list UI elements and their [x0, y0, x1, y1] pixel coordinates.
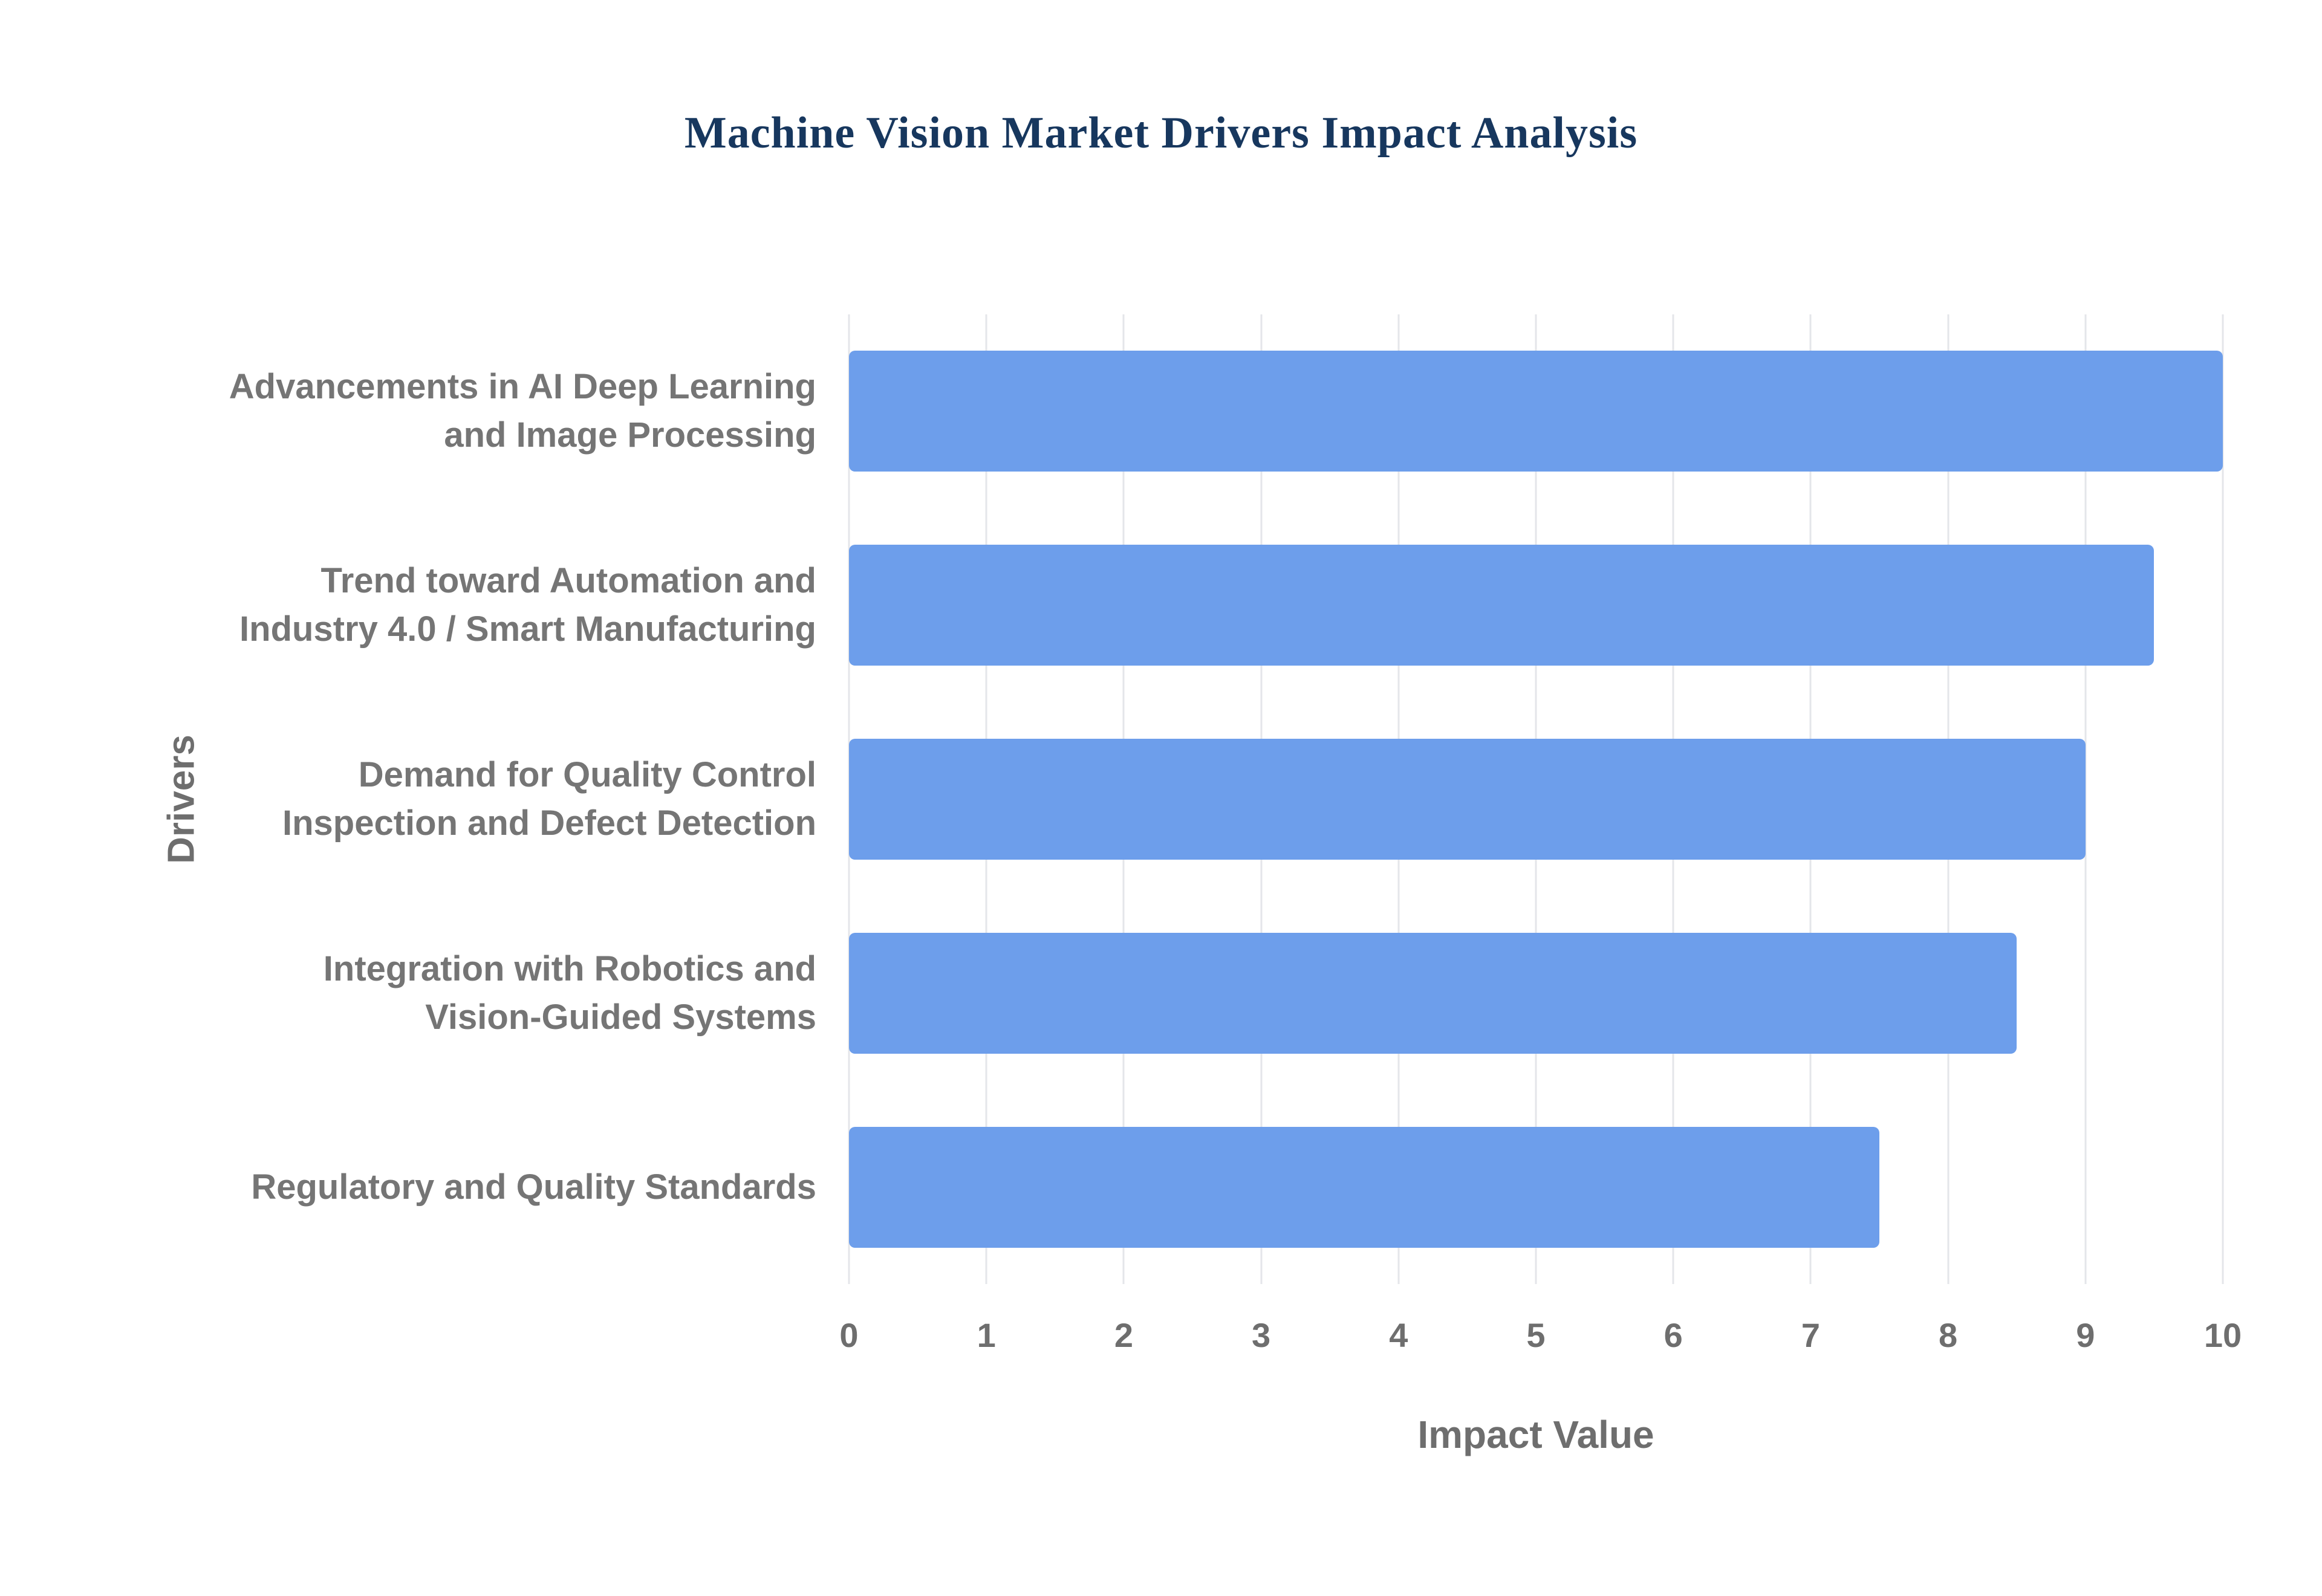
category-label: Demand for Quality Control Inspection an… — [282, 754, 816, 843]
x-tick-label: 6 — [1663, 1316, 1683, 1354]
bar — [849, 545, 2155, 666]
category-label: Trend toward Automation and Industry 4.0… — [239, 561, 816, 649]
x-tick-label: 9 — [2076, 1316, 2095, 1354]
x-tick-labels: 0 1 2 3 4 5 6 7 8 9 10 — [839, 1315, 2242, 1364]
gridline — [2222, 314, 2224, 1284]
x-tick-label: 0 — [839, 1316, 859, 1354]
bar — [849, 932, 2017, 1054]
x-tick-label: 7 — [1801, 1316, 1820, 1354]
category-labels: Advancements in AI Deep Learning and Ima… — [200, 314, 816, 1284]
x-tick-label: 3 — [1252, 1316, 1271, 1354]
gridline — [2084, 314, 2087, 1284]
bar — [849, 1126, 1879, 1248]
x-tick-label: 8 — [1939, 1316, 1958, 1354]
category-label: Advancements in AI Deep Learning and Ima… — [229, 367, 816, 455]
x-tick-label: 10 — [2203, 1316, 2242, 1354]
y-axis-title: Drivers — [160, 735, 203, 864]
x-tick-label: 5 — [1526, 1316, 1546, 1354]
x-tick-label: 1 — [977, 1316, 996, 1354]
x-axis-title: Impact Value — [1417, 1413, 1654, 1456]
bar — [849, 739, 2086, 860]
x-tick-label: 2 — [1114, 1316, 1133, 1354]
bar — [849, 351, 2223, 472]
category-label: Regulatory and Quality Standards — [251, 1167, 816, 1207]
plot-area — [848, 314, 2224, 1284]
chart-title: Machine Vision Market Drivers Impact Ana… — [684, 108, 1638, 158]
category-label: Integration with Robotics and Vision-Gui… — [323, 949, 816, 1037]
x-tick-label: 4 — [1389, 1316, 1408, 1354]
bars — [849, 314, 2223, 1284]
